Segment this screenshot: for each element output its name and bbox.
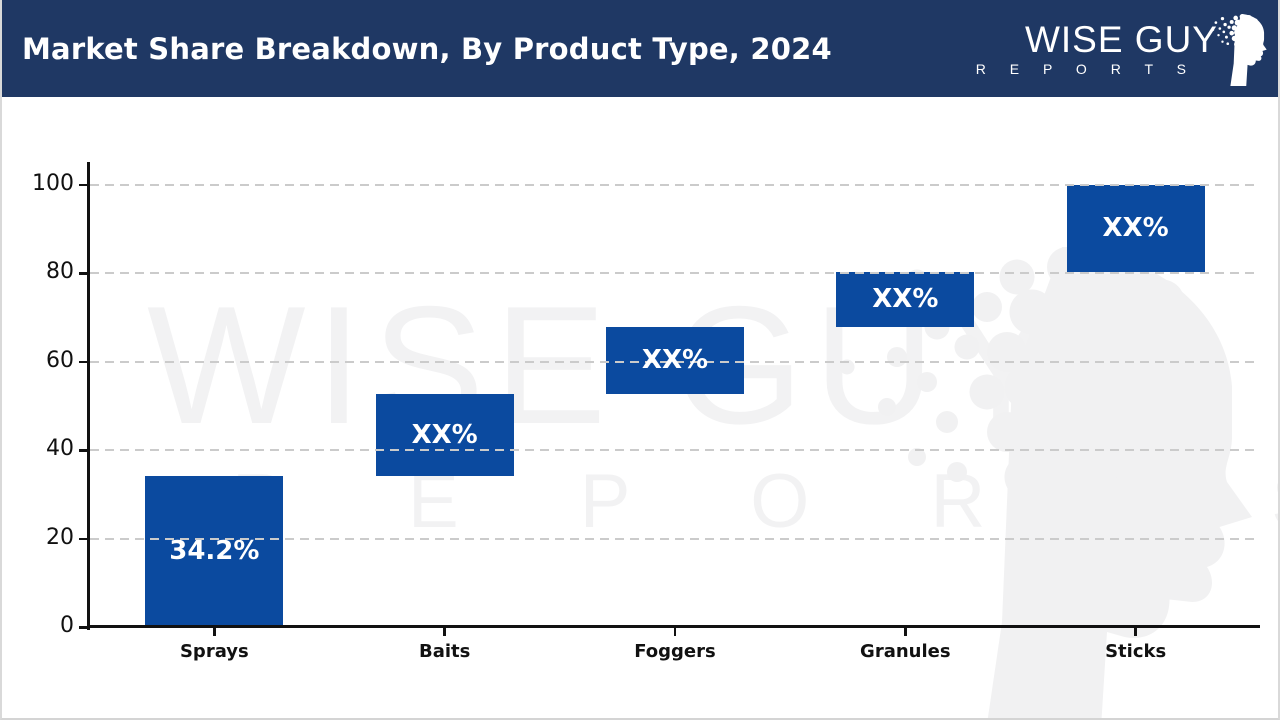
gridline-40: [90, 449, 1260, 451]
wise-guy-head-icon: [1212, 13, 1267, 86]
bar-label-baits: XX%: [411, 419, 478, 450]
x-label-baits: Baits: [418, 641, 471, 662]
y-tick-label-20: 20: [46, 524, 74, 550]
x-axis-spine: [87, 625, 1260, 628]
x-tick-sticks: [1134, 628, 1137, 636]
gridline-20: [90, 537, 1260, 540]
x-label-foggers: Foggers: [634, 641, 716, 662]
x-label-sticks: Sticks: [1105, 641, 1167, 662]
y-tick-40: [79, 449, 88, 452]
x-label-granules: Granules: [860, 641, 951, 662]
y-tick-0: [79, 626, 88, 629]
bar-foggers: [606, 326, 744, 395]
bar-label-foggers: XX%: [641, 345, 709, 376]
bar-granules: [836, 272, 975, 327]
x-label-sprays: Sprays: [179, 641, 249, 662]
logo-subtext: R E P O R T S: [975, 60, 1196, 77]
x-tick-sprays: [213, 628, 216, 636]
gridline-100: [90, 183, 1260, 186]
x-tick-granules: [904, 628, 907, 636]
y-tick-label-100: 100: [32, 170, 74, 196]
bar-sprays: [145, 475, 284, 627]
y-axis-spine: [87, 162, 90, 630]
bar-label-granules: XX%: [872, 284, 939, 315]
gridline-80: [90, 272, 1260, 274]
bar-label-sticks: XX%: [1102, 213, 1169, 244]
gridline-60: [90, 360, 1260, 363]
x-tick-foggers: [673, 628, 677, 636]
y-tick-label-40: 40: [46, 436, 74, 461]
header: Market Share Breakdown, By Product Type,…: [2, 0, 1278, 97]
bar-sticks: [1066, 184, 1205, 273]
y-tick-60: [79, 360, 88, 363]
logo-text: WISE GUY R E P O R T S: [975, 18, 1218, 77]
bar-label-sprays: 34.2%: [169, 536, 260, 567]
y-tick-label-80: 80: [46, 259, 74, 284]
y-tick-100: [79, 183, 88, 186]
y-tick-80: [79, 272, 88, 275]
x-tick-baits: [443, 628, 446, 636]
wise-guy-logo: WISE GUY R E P O R T S: [976, 11, 1270, 87]
y-tick-20: [79, 537, 88, 540]
logo-wordmark: WISE GUY: [1024, 18, 1218, 60]
page-title: Market Share Breakdown, By Product Type,…: [22, 31, 832, 66]
y-tick-label-60: 60: [46, 347, 74, 373]
bar-baits: [375, 394, 514, 476]
y-tick-label-0: 0: [60, 613, 74, 638]
